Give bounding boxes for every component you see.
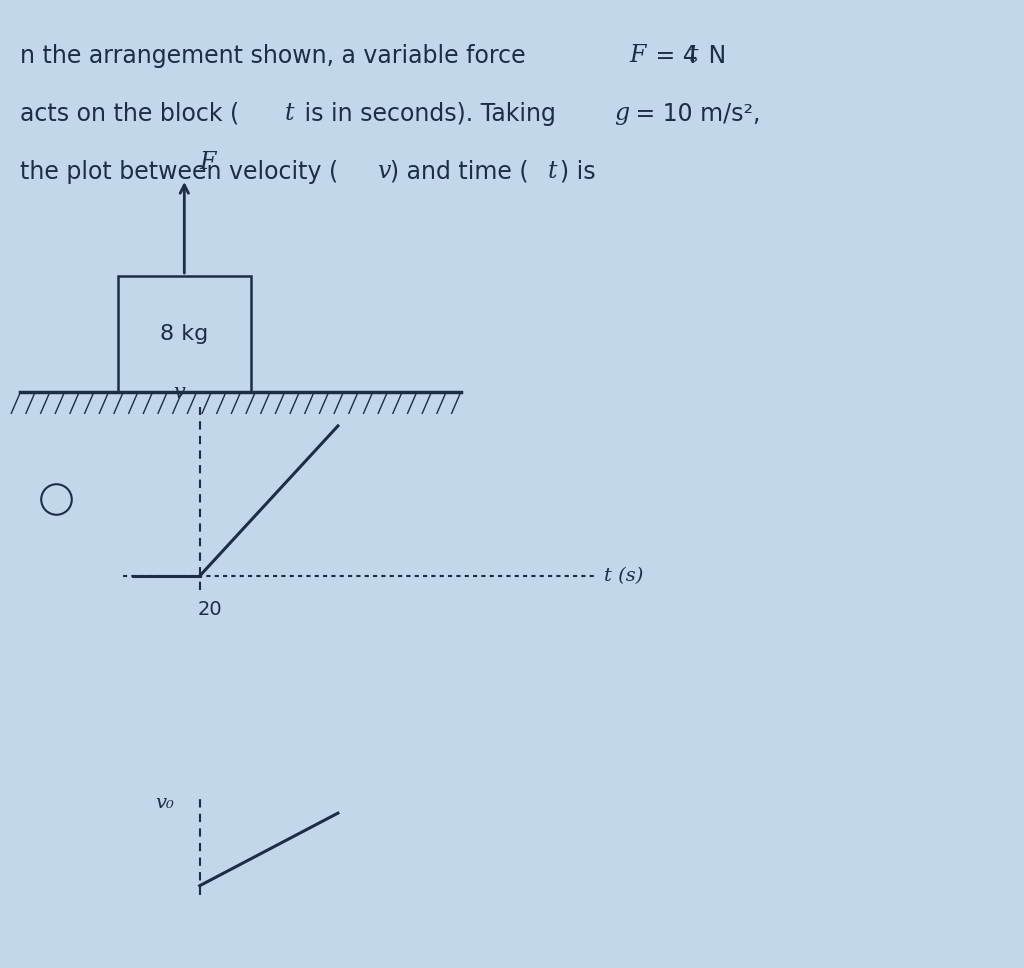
Text: v: v — [173, 382, 185, 402]
Text: n the arrangement shown, a variable force: n the arrangement shown, a variable forc… — [20, 44, 534, 68]
Text: t: t — [285, 102, 294, 125]
Text: N: N — [701, 44, 727, 68]
Text: = 10 m/s²,: = 10 m/s², — [628, 102, 760, 126]
Text: acts on the block (: acts on the block ( — [20, 102, 240, 126]
Text: ) and time (: ) and time ( — [390, 160, 528, 184]
Text: F: F — [630, 44, 646, 67]
Text: F: F — [200, 151, 216, 174]
Text: ) is: ) is — [560, 160, 596, 184]
Text: t: t — [689, 44, 698, 67]
Text: t (s): t (s) — [604, 567, 643, 585]
Text: the plot between velocity (: the plot between velocity ( — [20, 160, 339, 184]
Text: g: g — [614, 102, 630, 125]
Bar — [118, 276, 251, 392]
Text: t: t — [548, 160, 557, 183]
Text: v₀: v₀ — [156, 795, 174, 812]
Text: 8 kg: 8 kg — [160, 324, 209, 344]
Text: = 4: = 4 — [648, 44, 698, 68]
Text: 20: 20 — [198, 600, 222, 620]
Text: is in seconds). Taking: is in seconds). Taking — [297, 102, 563, 126]
Text: v: v — [377, 160, 390, 183]
